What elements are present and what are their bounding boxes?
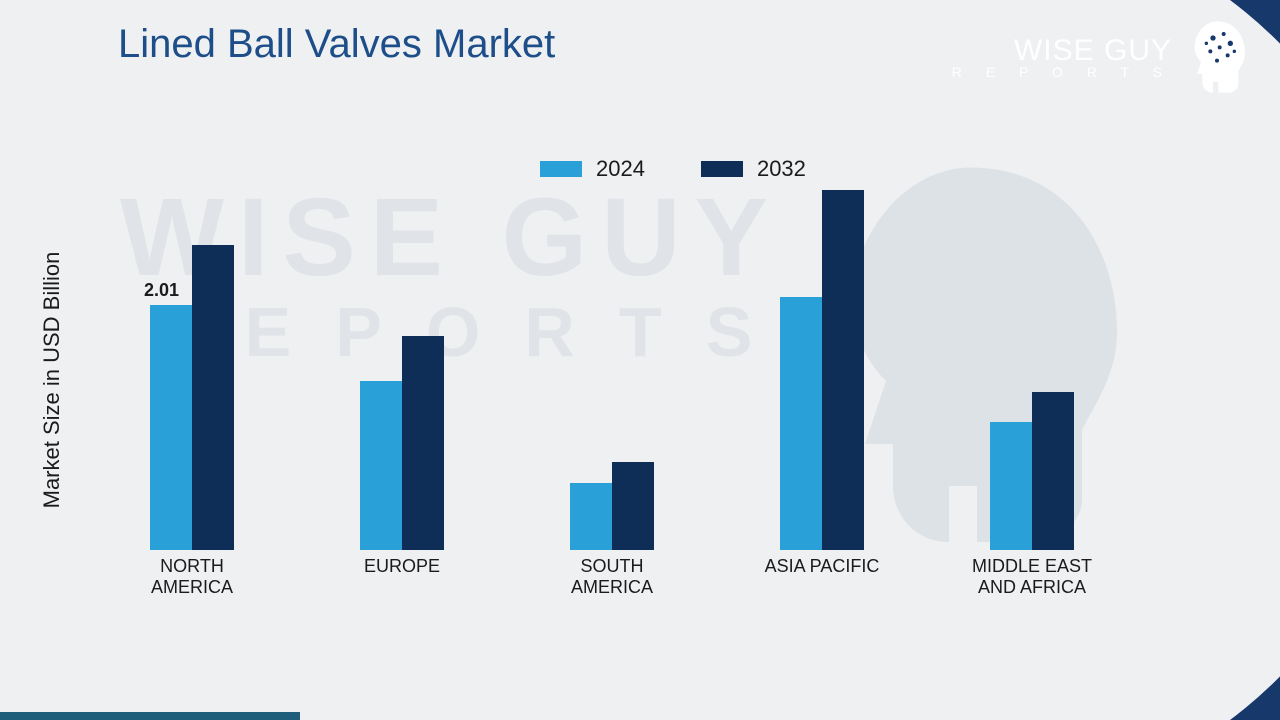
x-axis-label: SOUTH AMERICA [547,556,677,597]
bar [150,305,192,550]
chart-title: Lined Ball Valves Market [118,22,555,67]
bottom-accent-bar [0,712,300,720]
bar [570,483,612,550]
bar [612,462,654,550]
chart-canvas: WISE GUY REPORTS Lined Ball Valves Marke… [0,0,1280,720]
bar [822,190,864,550]
bar [360,381,402,550]
bar-group [780,190,864,550]
bar [1032,392,1074,550]
bar-group [990,392,1074,550]
data-label: 2.01 [144,280,179,301]
bar [402,336,444,551]
x-axis-label: EUROPE [337,556,467,577]
bar [990,422,1032,550]
bar [192,245,234,550]
bar [780,297,822,551]
brand-logo: WISE GUY R E P O R T S [952,18,1252,98]
brand-head-icon [1182,18,1252,98]
brand-text: WISE GUY R E P O R T S [952,37,1172,79]
plot-area: NORTH AMERICAEUROPESOUTH AMERICAASIA PAC… [132,160,950,550]
x-axis-label: MIDDLE EAST AND AFRICA [967,556,1097,597]
chart-area: Market Size in USD Billion NORTH AMERICA… [70,160,950,600]
brand-sub: R E P O R T S [952,66,1172,79]
x-axis-label: ASIA PACIFIC [757,556,887,577]
brand-name: WISE GUY [1014,34,1172,67]
x-axis-label: NORTH AMERICA [127,556,257,597]
bar-group [360,336,444,551]
y-axis-label: Market Size in USD Billion [39,252,65,509]
bar-group [570,462,654,550]
